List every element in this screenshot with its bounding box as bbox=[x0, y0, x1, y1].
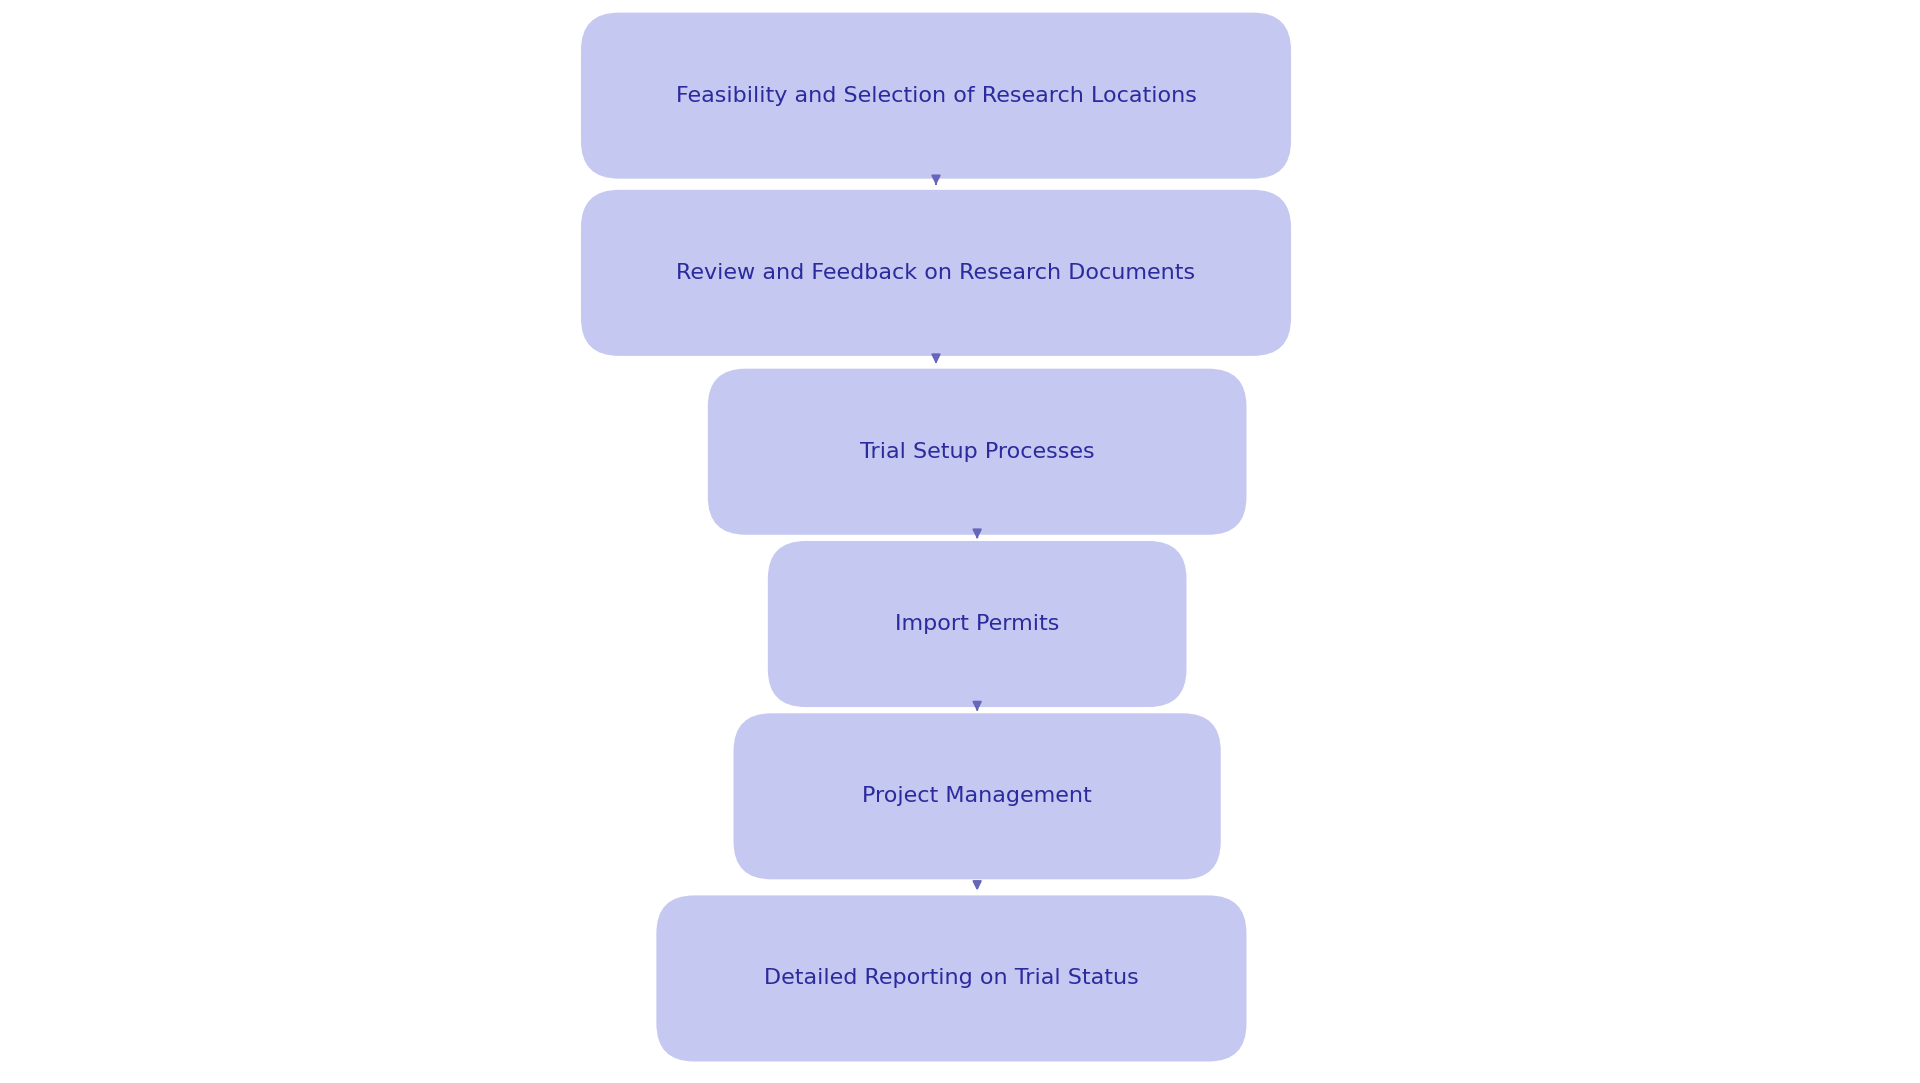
FancyBboxPatch shape bbox=[582, 190, 1290, 356]
Text: Feasibility and Selection of Research Locations: Feasibility and Selection of Research Lo… bbox=[676, 86, 1196, 106]
FancyBboxPatch shape bbox=[733, 714, 1221, 879]
Text: Detailed Reporting on Trial Status: Detailed Reporting on Trial Status bbox=[764, 968, 1139, 989]
Text: Import Permits: Import Permits bbox=[895, 614, 1060, 634]
Text: Trial Setup Processes: Trial Setup Processes bbox=[860, 442, 1094, 461]
FancyBboxPatch shape bbox=[657, 896, 1246, 1061]
Text: Project Management: Project Management bbox=[862, 786, 1092, 807]
FancyBboxPatch shape bbox=[708, 368, 1246, 535]
FancyBboxPatch shape bbox=[582, 13, 1290, 179]
Text: Review and Feedback on Research Documents: Review and Feedback on Research Document… bbox=[676, 263, 1196, 283]
FancyBboxPatch shape bbox=[768, 542, 1187, 707]
